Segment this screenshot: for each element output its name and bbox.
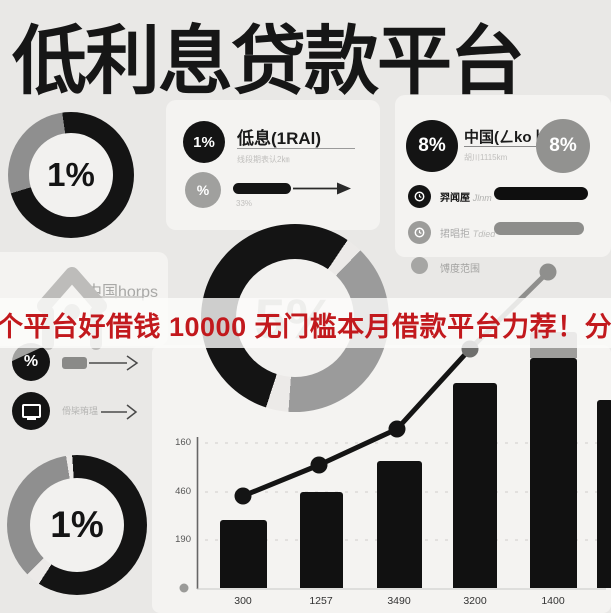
monitor-icon [12,392,50,430]
donut-chart-top-left: 1% [8,112,134,238]
trend-line [242,347,472,499]
china-title-underline [464,146,536,147]
arrow-right-icon-2 [89,355,139,371]
donut-bottom-left-value: 1% [30,478,124,572]
axis-origin-dot [179,583,189,593]
y-tick-label: 160 [175,437,191,448]
china-row2-bar [494,222,584,235]
arrow-right-icon-3 [101,404,138,420]
clock-icon-gray [408,221,431,244]
data-point [310,456,328,474]
channel-label: 傦枈珛瑥 [62,406,99,416]
china-row2-label-text: 捃晿拒 [440,229,470,240]
banner-strip [0,298,611,348]
loan-bar-note: 33% [236,199,253,208]
loan-badge: 1% [183,121,225,163]
data-point [388,420,406,438]
y-tick-label: 460 [175,486,191,497]
banner-headline: 个平台好借钱 10000 无门槛本月借款平台力荐！分享小额网贷口子100 [0,312,611,342]
donut-chart-bottom-left: 1% [7,455,147,595]
china-row1-sub: Jlnm [472,193,492,203]
loan-subtitle: 线段期表认2㎞ [237,155,290,164]
loan-statbar [233,183,291,194]
china-badge-right: 8% [536,119,590,173]
loan-title: 低息(1RAl) [237,129,322,148]
y-tick-label: 190 [175,534,191,545]
clock-icon [408,185,431,208]
data-point [234,487,252,505]
china-subtitle: 胡川1115km [464,153,508,162]
china-title: 中国(ㄥko卜) [464,129,552,146]
donut-top-left-value: 1% [29,133,113,217]
china-row2-label: 捃晿拒 Tdied [440,225,495,240]
china-row3-label: 馎度范围 [440,264,480,275]
percent-split-badge: % [12,343,50,381]
loan-title-underline [237,148,355,149]
brand-underline [88,296,142,298]
china-badge-left: 8% [406,120,458,172]
data-point [539,263,557,281]
china-row1-label-text: 羿闻厔 [440,193,470,204]
mini-statbar [62,357,87,369]
arrow-right-icon [293,182,351,195]
page-title: 低利息贷款平台 [12,19,525,103]
bullet-dot-icon [411,257,428,274]
china-row1-label: 羿闻厔 Jlnm [440,189,492,204]
loan-percent-badge: % [185,172,221,208]
china-row2-sub: Tdied [472,229,496,239]
china-row1-bar [494,187,588,200]
